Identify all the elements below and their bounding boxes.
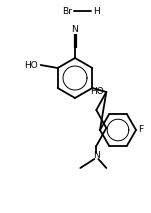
Text: N: N [93, 151, 100, 161]
Text: HO: HO [24, 60, 38, 69]
Text: H: H [93, 7, 100, 16]
Text: Br: Br [62, 7, 72, 16]
Text: N: N [72, 26, 78, 35]
Text: HO: HO [91, 88, 104, 96]
Text: F: F [138, 125, 143, 134]
